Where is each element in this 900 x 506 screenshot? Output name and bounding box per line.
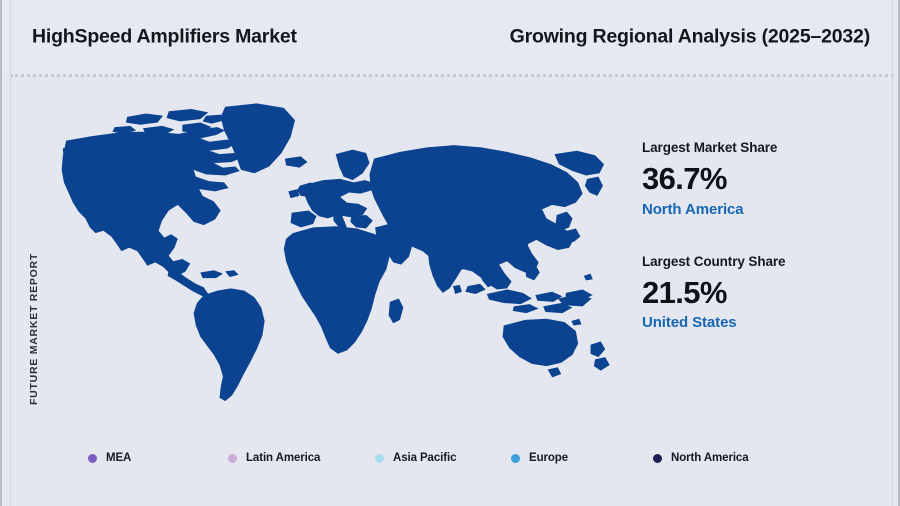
legend-label: North America <box>671 452 749 464</box>
legend-item-latin-america: Latin America <box>228 448 320 468</box>
stats-panel: Largest Market Share 36.7% North America… <box>642 140 892 367</box>
legend-label: Asia Pacific <box>393 452 457 464</box>
legend-dot-icon <box>88 453 97 463</box>
legend-label: MEA <box>106 452 132 464</box>
legend-dot-icon <box>653 453 662 463</box>
world-map <box>58 100 628 418</box>
stat-label: Largest Market Share <box>642 140 778 155</box>
stat-region: North America <box>642 200 744 218</box>
stat-largest-country-share: Largest Country Share 21.5% United State… <box>642 254 892 332</box>
legend-dot-icon <box>228 453 237 463</box>
header-divider <box>10 74 894 77</box>
header-band <box>2 0 898 76</box>
world-map-landmasses <box>61 103 610 402</box>
stat-value: 21.5% <box>642 274 728 310</box>
brand-vertical-label: FUTURE MARKET REPORT <box>28 252 40 406</box>
legend-label: Latin America <box>246 452 321 464</box>
page-title: HighSpeed Amplifiers Market <box>32 25 297 48</box>
legend-dot-icon <box>511 453 520 463</box>
legend-label: Europe <box>529 452 569 464</box>
right-edge-rule <box>892 0 893 506</box>
legend-item-europe: Europe <box>511 448 568 468</box>
stat-label: Largest Country Share <box>642 253 786 269</box>
legend: MEA Latin America Asia Pacific Europe No… <box>88 448 828 468</box>
page-subtitle: Growing Regional Analysis (2025–2032) <box>509 25 871 48</box>
stat-largest-market-share: Largest Market Share 36.7% North America <box>642 140 892 218</box>
legend-item-asia-pacific: Asia Pacific <box>375 448 456 468</box>
legend-dot-icon <box>375 453 384 463</box>
legend-item-mea: MEA <box>88 448 131 468</box>
stat-value: 36.7% <box>642 161 728 196</box>
world-map-svg <box>61 103 610 402</box>
legend-item-north-america: North America <box>653 448 749 468</box>
left-edge-rule <box>10 0 11 506</box>
stat-region: United States <box>642 314 737 332</box>
